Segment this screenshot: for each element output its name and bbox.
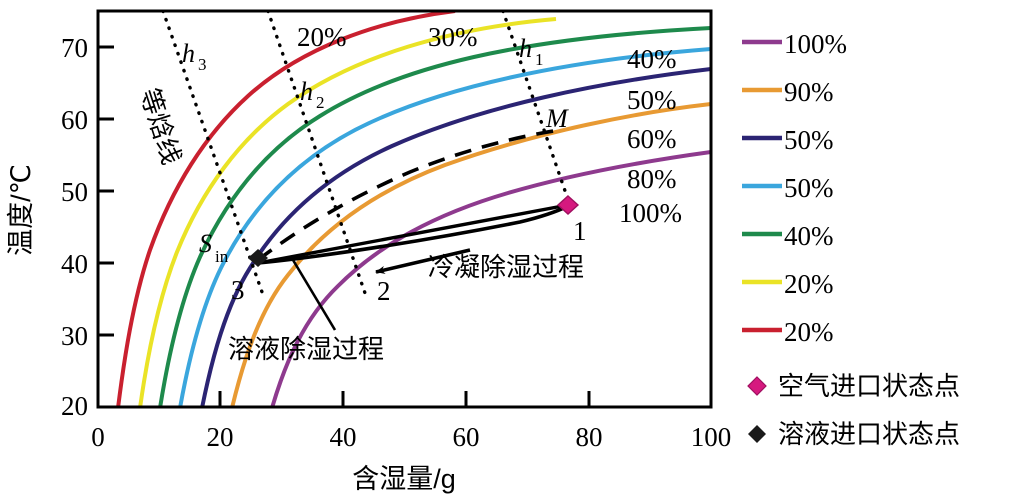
rh-curve-orange: [230, 102, 711, 407]
legend-label-0: 100%: [784, 29, 847, 59]
rh-curve-green: [158, 26, 711, 407]
enthalpy-line-h1: [501, 11, 575, 216]
legend-swatch-diamond-solution: [748, 425, 766, 443]
x-axis-title: 含湿量/g: [352, 464, 456, 494]
curve-label-30-top: 30%: [428, 22, 478, 52]
enthalpy-label-h3: h 3: [182, 39, 207, 74]
state-point-label-2: 2: [377, 276, 391, 306]
annotation-condensation-process: 冷凝除湿过程: [428, 252, 584, 282]
state-point-label-M: M: [545, 104, 569, 133]
leader-line-solution: [291, 259, 337, 331]
legend-label-3: 50%: [784, 173, 834, 203]
enthalpy-label-h3-sub: 3: [198, 55, 207, 74]
legend-item-6[interactable]: 20%: [742, 317, 834, 347]
legend-label-7: 空气进口状态点: [778, 371, 960, 401]
y-axis-ticks: [98, 45, 114, 337]
process-leg-3-1-arc: [257, 204, 569, 265]
process-path-group: [257, 203, 569, 274]
legend-item-8[interactable]: 溶液进口状态点: [748, 419, 960, 449]
state-point-label-S: S in: [199, 229, 229, 266]
enthalpy-line-h2: [266, 11, 368, 298]
rh-curve-group: [116, 11, 711, 407]
legend-item-1[interactable]: 90%: [742, 77, 834, 107]
enthalpy-label-h2: h 2: [300, 77, 325, 112]
enthalpy-line-group: [161, 11, 575, 298]
legend: 100% 90% 50% 50% 40% 20% 20% 空气进口状: [742, 29, 960, 449]
enthalpy-label-h1-sub: 1: [535, 50, 544, 69]
x-tick-label-0: 0: [91, 422, 105, 452]
legend-item-4[interactable]: 40%: [742, 221, 834, 251]
marker-group: [248, 195, 580, 267]
process-leg-1-3: [257, 203, 569, 265]
legend-swatch-diamond-air: [747, 376, 767, 396]
y-tick-label-70: 70: [61, 33, 88, 63]
legend-item-7[interactable]: 空气进口状态点: [747, 371, 960, 401]
enthalpy-label-h1-text: h: [519, 34, 532, 63]
x-tick-label-40: 40: [330, 422, 357, 452]
x-tick-label-60: 60: [453, 422, 480, 452]
y-axis-title: 温度/℃: [6, 164, 36, 256]
legend-item-2[interactable]: 50%: [742, 125, 834, 155]
state-point-label-1: 1: [573, 216, 587, 246]
legend-label-1: 90%: [784, 77, 834, 107]
legend-label-6: 20%: [784, 317, 834, 347]
enthalpy-label-h2-text: h: [300, 77, 313, 106]
air-inlet-marker-diamond: [556, 195, 580, 215]
y-tick-label-30: 30: [61, 321, 88, 351]
dashed-m-curve: [256, 128, 561, 262]
state-point-label-S-text: S: [199, 229, 212, 258]
y-tick-label-50: 50: [61, 177, 88, 207]
rh-curve-purple: [270, 150, 711, 407]
legend-label-5: 20%: [784, 269, 834, 299]
curve-label-20-top: 20%: [297, 22, 347, 52]
legend-label-2: 50%: [784, 125, 834, 155]
y-tick-label-60: 60: [61, 105, 88, 135]
isenthalpic-line-label: 等焓线: [134, 85, 187, 168]
x-tick-label-20: 20: [207, 422, 234, 452]
curve-label-80-right: 80%: [627, 164, 677, 194]
process-arrow-to-2: [375, 248, 471, 274]
rh-curve-red: [116, 11, 456, 407]
solution-inlet-marker-diamond: [248, 249, 268, 267]
state-point-label-3: 3: [231, 275, 245, 305]
rh-curve-lightblue: [178, 47, 711, 407]
curve-label-60-right: 60%: [627, 124, 677, 154]
legend-item-3[interactable]: 50%: [742, 173, 834, 203]
legend-label-4: 40%: [784, 221, 834, 251]
enthalpy-label-h1: h 1: [519, 34, 544, 69]
y-tick-label-40: 40: [61, 249, 88, 279]
x-tick-label-80: 80: [576, 422, 603, 452]
enthalpy-label-h3-text: h: [182, 39, 195, 68]
plot-frame: [96, 9, 713, 409]
enthalpy-label-h2-sub: 2: [316, 93, 325, 112]
y-tick-label-20: 20: [61, 391, 88, 421]
rh-curve-yellow: [138, 17, 557, 407]
curve-label-100-right: 100%: [619, 198, 682, 228]
legend-item-0[interactable]: 100%: [742, 29, 847, 59]
x-tick-label-100: 100: [691, 422, 732, 452]
x-axis-ticks: [218, 391, 591, 407]
legend-item-5[interactable]: 20%: [742, 269, 834, 299]
annotation-solution-process: 溶液除湿过程: [228, 334, 384, 364]
state-point-label-S-sub: in: [215, 247, 229, 266]
rh-curve-navy: [200, 67, 711, 407]
curve-label-50-right: 50%: [627, 85, 677, 115]
curve-label-40-right: 40%: [627, 44, 677, 74]
legend-label-8: 溶液进口状态点: [778, 419, 960, 449]
